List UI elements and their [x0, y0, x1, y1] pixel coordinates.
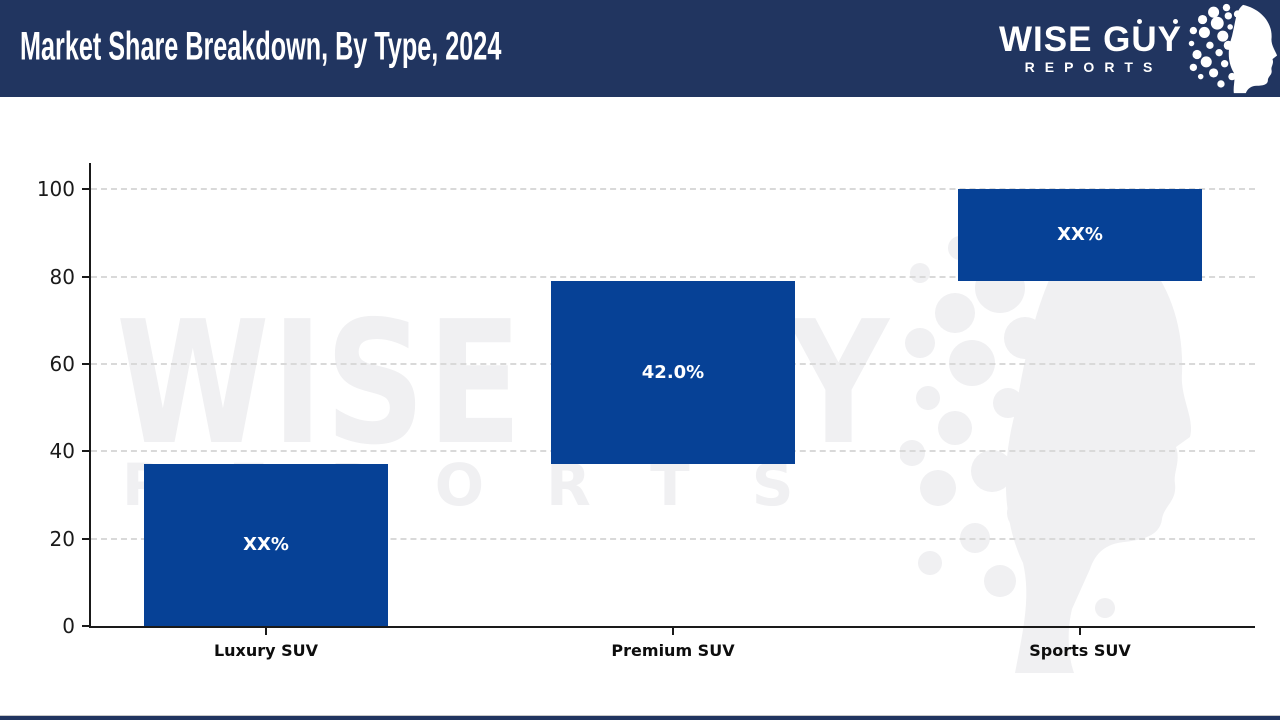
- bar-label-sports-suv: XX%: [1057, 224, 1103, 246]
- y-tick-label-60: 60: [49, 351, 75, 376]
- bar-label-luxury-suv: XX%: [243, 534, 289, 556]
- gridline-20: [91, 537, 1255, 540]
- watermark-head-icon: [900, 223, 1192, 673]
- x-tick-sports-suv: [1079, 628, 1081, 635]
- y-tick-80: [82, 275, 89, 278]
- watermark-wordmark-tail: Y: [788, 285, 889, 483]
- logo-wordmark: WISE GUY: [998, 20, 1182, 59]
- y-tick-label-0: 0: [62, 614, 75, 638]
- logo-accent-dot: [1137, 19, 1142, 24]
- y-tick-label-20: 20: [49, 526, 75, 551]
- x-label-premium-suv: Premium SUV: [611, 641, 735, 660]
- logo-subtext: REPORTS: [1024, 59, 1163, 75]
- y-tick-60: [82, 362, 89, 365]
- logo-text: WISE GUY REPORTS: [998, 19, 1182, 75]
- y-tick-40: [82, 450, 89, 453]
- y-tick-label-40: 40: [49, 439, 75, 464]
- x-label-luxury-suv: Luxury SUV: [213, 641, 319, 660]
- x-label-sports-suv: Sports SUV: [1029, 641, 1131, 660]
- bar-label-premium-suv: 42.0%: [641, 361, 705, 383]
- plot-area: 0 20 40 60 80 100 XX% Luxury SUV 42.0% Premium SU…: [37, 163, 1255, 660]
- bar-sports-suv: [958, 189, 1202, 281]
- brand-logo: WISE GUY REPORTS: [999, 0, 1278, 97]
- gridline-80: [91, 275, 1255, 278]
- page-title: Market Share Breakdown, By Type, 2024: [20, 24, 784, 69]
- y-tick-0: [82, 625, 89, 627]
- gridline-100: [91, 188, 1255, 191]
- y-tick-100: [82, 188, 89, 191]
- logo-accent-dot: [1173, 19, 1178, 24]
- logo-head-icon: [1188, 3, 1278, 93]
- y-tick-label-100: 100: [36, 177, 75, 202]
- x-tick-premium-suv: [672, 628, 674, 635]
- footer-bar: [0, 715, 1280, 720]
- y-tick-label-80: 80: [49, 264, 75, 289]
- page-title-text: Market Share Breakdown, By Type, 2024: [20, 24, 502, 69]
- bar-luxury-suv: [144, 464, 388, 626]
- x-tick-luxury-suv: [265, 628, 267, 635]
- bar-premium-suv: [551, 280, 795, 465]
- chart: WISE G Y REPORTS 0 20 40 60 80 100 XX% Luxury S…: [0, 97, 1280, 716]
- header: Market Share Breakdown, By Type, 2024 WI…: [0, 0, 1280, 97]
- y-tick-20: [82, 537, 89, 540]
